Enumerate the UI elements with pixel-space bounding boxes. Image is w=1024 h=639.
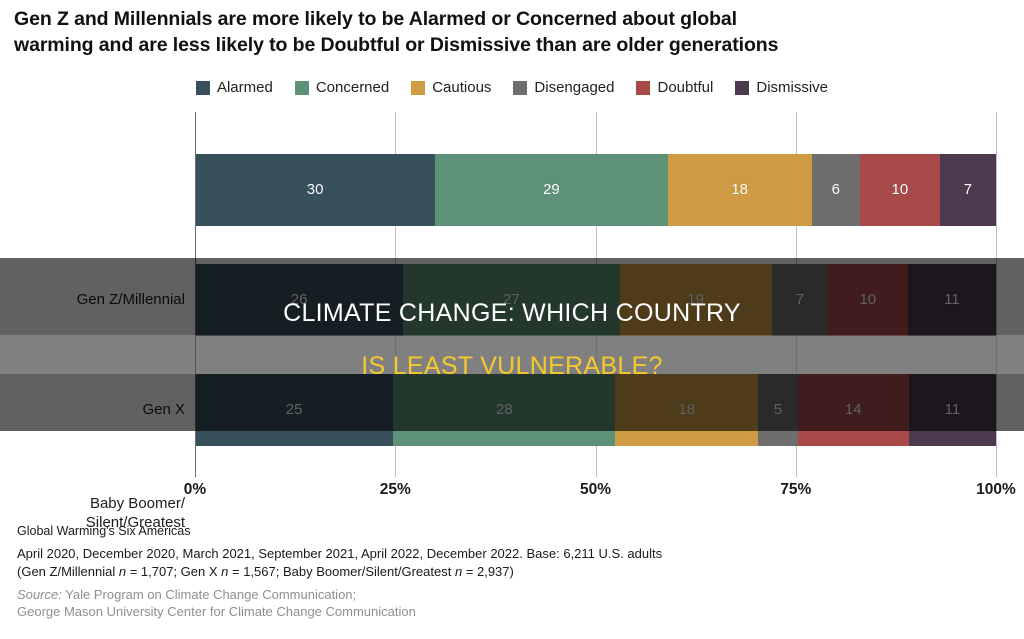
bar-segment-doubtful[interactable]: 10 [859, 154, 940, 226]
x-tick-label-25: 25% [379, 481, 411, 498]
legend-label: Doubtful [657, 79, 714, 96]
overlay-dim-band [0, 258, 1024, 431]
survey-title: Global Warming's Six Americas [17, 524, 191, 538]
legend-swatch-icon-disengaged [513, 81, 528, 95]
source-word: Source: [17, 587, 62, 602]
bar-segment-value: 7 [963, 181, 973, 198]
legend-swatch-icon-concerned [294, 81, 309, 95]
legend-label: Disengaged [534, 79, 615, 96]
bar-segment-value: 6 [831, 181, 840, 198]
y-label-baby-boomer: Baby Boomer/ Silent/Greatest [10, 494, 185, 532]
bar-row-1: 30 29 18 6 10 7 [195, 154, 996, 226]
legend-label: Alarmed [216, 79, 273, 96]
bar-segment-concerned[interactable]: 29 [435, 154, 668, 226]
x-tick-label-0: 0% [183, 481, 207, 498]
legend-item-concerned[interactable]: Concerned [294, 79, 390, 96]
note-n-3: n [454, 564, 463, 579]
legend-item-doubtful[interactable]: Doubtful [636, 80, 713, 96]
survey-note: April 2020, December 2020, March 2021, S… [17, 545, 1007, 581]
bar-segment-disengaged[interactable]: 6 [811, 154, 860, 226]
bar-segment-value: 29 [543, 181, 560, 198]
bar-segment-value: 18 [731, 181, 748, 198]
page-title: Gen Z and Millennials are more likely to… [14, 6, 1010, 58]
x-tick-label-50: 50% [579, 481, 612, 498]
legend-swatch-icon-doubtful [636, 81, 651, 95]
chart-footer: Global Warming's Six Americas April 2020… [17, 522, 1007, 620]
legend-item-alarmed[interactable]: Alarmed [195, 79, 273, 96]
note-seg-d: = 2,937) [462, 564, 514, 579]
legend-label: Concerned [315, 79, 390, 96]
bar-segment-value: 10 [891, 181, 909, 198]
y-label-baby-boomer-line2: Silent/Greatest [85, 514, 185, 531]
legend-item-cautious[interactable]: Cautious [411, 80, 491, 96]
bar-segment-dismissive[interactable]: 7 [939, 154, 996, 226]
chart-legend: Alarmed Concerned Cautious Disengaged Doubtf… [0, 80, 1024, 96]
bar-segment-cautious[interactable]: 18 [667, 154, 812, 226]
note-n-2: n [221, 564, 229, 579]
x-tick-label-75: 75% [780, 481, 812, 498]
legend-swatch-icon-alarmed [195, 81, 210, 95]
legend-label: Cautious [432, 79, 492, 96]
note-seg-b: = 1,707; Gen X [126, 564, 222, 579]
source-attribution: Source: Yale Program on Climate Change C… [17, 586, 1007, 620]
source-line-1: Source: Yale Program on Climate Change C… [17, 586, 1007, 603]
overlay-highlight-band [0, 335, 1024, 374]
title-line-2: warming and are less likely to be Doubtf… [14, 34, 779, 56]
survey-note-line-1: April 2020, December 2020, March 2021, S… [17, 546, 663, 561]
x-axis-ticks: 0% 25% 50% 75% 100% [184, 481, 1016, 503]
bar-segment-alarmed[interactable]: 30 [195, 154, 436, 226]
legend-swatch-icon-dismissive [735, 81, 750, 95]
source-line-2: George Mason University Center for Clima… [17, 604, 416, 619]
legend-item-disengaged[interactable]: Disengaged [513, 80, 614, 96]
note-seg-c: = 1,567; Baby Boomer/Silent/Greatest [228, 564, 455, 579]
title-line-1: Gen Z and Millennials are more likely to… [14, 8, 737, 30]
note-seg-a: (Gen Z/Millennial [17, 564, 119, 579]
bar-segment-value: 30 [306, 181, 324, 198]
legend-item-dismissive[interactable]: Dismissive [735, 80, 828, 96]
x-tick-label-100: 100% [976, 481, 1016, 498]
survey-note-line-2: (Gen Z/Millennial n = 1,707; Gen X n = 1… [17, 563, 1007, 581]
legend-swatch-icon-cautious [411, 81, 426, 95]
source-text-1: Yale Program on Climate Change Communica… [61, 587, 357, 602]
y-label-baby-boomer-line1: Baby Boomer/ [89, 495, 185, 512]
note-n-1: n [118, 564, 127, 579]
legend-label: Dismissive [756, 79, 829, 96]
